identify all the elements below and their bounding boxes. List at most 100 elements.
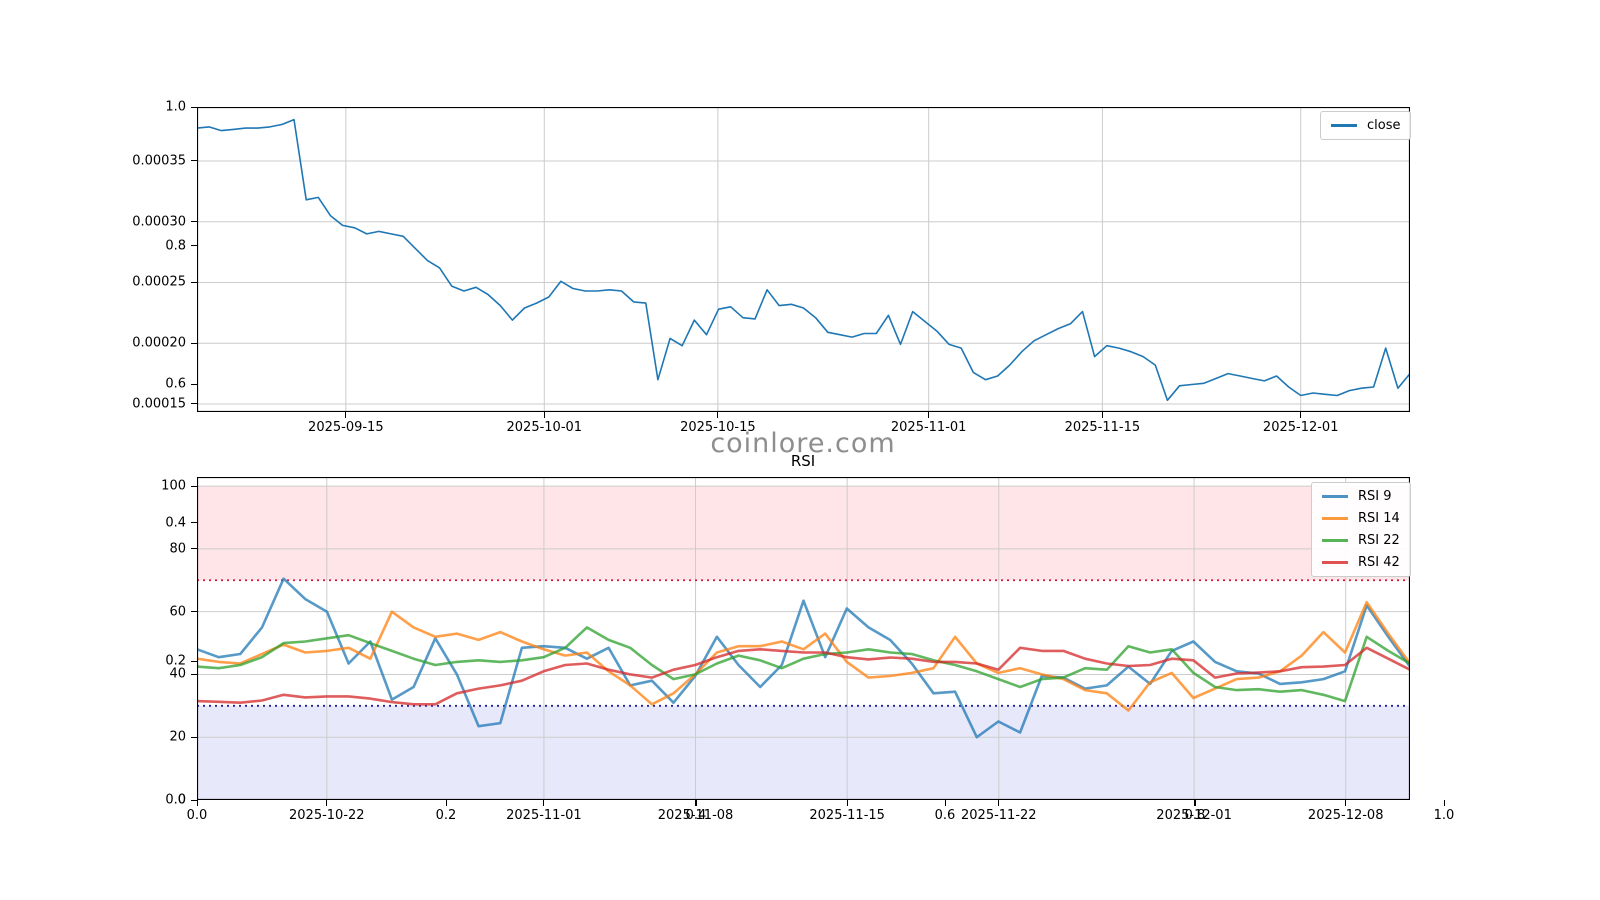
series-rsi-42: [197, 646, 1410, 706]
legend-line-swatch: [1322, 561, 1348, 564]
series-rsi-9: [197, 577, 1410, 739]
tick-mark: [191, 106, 197, 108]
tick-mark: [326, 800, 328, 806]
tick-mark: [998, 800, 1000, 806]
rsi-chart-title: RSI: [790, 452, 816, 470]
legend-entry: RSI 42: [1322, 555, 1400, 570]
price-x-tick-label: 2025-11-15: [1064, 420, 1141, 435]
rsi-x-tick-label: 2025-11-08: [657, 808, 734, 823]
tick-mark: [695, 800, 697, 806]
normalized-y-tick-label: 0.4: [165, 515, 186, 531]
normalized-x-tick-label: 0.8: [1184, 808, 1206, 823]
normalized-x-tick-label: 0.2: [435, 808, 457, 823]
tick-mark: [1443, 800, 1445, 806]
rsi-chart-plot-area: [197, 477, 1410, 800]
price-y-tick-label: 0.00025: [132, 274, 186, 290]
legend-entry: RSI 14: [1322, 511, 1400, 526]
price-chart-legend: close: [1320, 111, 1412, 140]
rsi-y-tick-label: 60: [169, 604, 186, 620]
watermark: coinlore.com: [710, 428, 896, 459]
tick-mark: [928, 412, 930, 418]
tick-mark: [1101, 412, 1103, 418]
legend-entry: RSI 9: [1322, 489, 1400, 504]
tick-mark: [543, 412, 545, 418]
tick-mark: [1345, 800, 1347, 806]
tick-mark: [191, 383, 197, 385]
legend-label: RSI 42: [1358, 555, 1400, 570]
normalized-x-tick-label: 0.4: [685, 808, 707, 823]
normalized-x-tick-label: 0.6: [934, 808, 956, 823]
price-x-tick-label: 2025-09-15: [308, 420, 384, 435]
tick-mark: [191, 673, 197, 675]
legend-label: RSI 22: [1358, 533, 1400, 548]
legend-entry: RSI 22: [1322, 533, 1400, 548]
tick-mark: [191, 403, 197, 405]
rsi-y-tick-label: 100: [161, 478, 186, 494]
tick-mark: [191, 245, 197, 247]
price-x-tick-label: 2025-10-01: [506, 420, 583, 435]
tick-mark: [191, 342, 197, 344]
price-x-tick-label: 2025-12-01: [1262, 420, 1339, 435]
rsi-x-tick-label: 2025-11-15: [809, 808, 885, 823]
oversold-band: [197, 705, 1410, 800]
tick-mark: [345, 412, 347, 418]
tick-mark: [191, 485, 197, 487]
normalized-y-tick-label: 0.6: [165, 376, 186, 392]
overbought-band: [197, 486, 1410, 581]
tick-mark: [846, 800, 848, 806]
tick-mark: [543, 800, 545, 806]
legend-line-swatch: [1322, 539, 1348, 542]
price-y-tick-label: 0.00035: [132, 153, 186, 169]
price-chart-plot-area: [197, 107, 1410, 412]
tick-mark: [191, 799, 197, 801]
price-x-tick-label: 2025-11-01: [890, 420, 967, 435]
legend-label: close: [1367, 118, 1401, 133]
series-rsi-22: [197, 626, 1410, 703]
price-y-tick-label: 0.00015: [132, 396, 186, 412]
tick-mark: [191, 660, 197, 662]
tick-mark: [191, 221, 197, 223]
rsi-y-tick-label: 80: [169, 541, 186, 557]
price-y-tick-label: 0.00030: [132, 214, 186, 230]
legend-line-swatch: [1331, 124, 1357, 127]
legend-label: RSI 9: [1358, 489, 1392, 504]
tick-mark: [191, 522, 197, 524]
close-price-svg: [197, 107, 1410, 412]
normalized-x-tick-label: 0.0: [186, 808, 208, 823]
tick-mark: [191, 736, 197, 738]
normalized-y-tick-label: 0.8: [165, 238, 186, 254]
rsi-y-tick-label: 40: [169, 666, 186, 682]
price-x-tick-label: 2025-10-15: [680, 420, 756, 435]
rsi-x-tick-label: 2025-11-22: [961, 808, 1037, 823]
tick-mark: [717, 412, 719, 418]
legend-entry: close: [1331, 118, 1400, 133]
normalized-y-tick-label: 0.2: [165, 653, 186, 669]
series-rsi-14: [197, 600, 1410, 712]
legend-line-swatch: [1322, 517, 1348, 520]
tick-mark: [1193, 800, 1195, 806]
rsi-chart-legend: RSI 9 RSI 14 RSI 22 RSI 42: [1311, 482, 1411, 577]
rsi-y-tick-label: 0: [177, 792, 186, 808]
tick-mark: [1194, 800, 1196, 806]
normalized-y-tick-label: 0.0: [165, 792, 186, 808]
series-close: [197, 118, 1410, 402]
rsi-x-tick-label: 2025-11-01: [506, 808, 582, 823]
tick-mark: [191, 611, 197, 613]
legend-line-swatch: [1322, 495, 1348, 498]
normalized-y-tick-label: 1.0: [165, 99, 186, 115]
tick-mark: [445, 800, 447, 806]
tick-mark: [196, 800, 198, 806]
tick-mark: [191, 160, 197, 162]
legend-label: RSI 14: [1358, 511, 1400, 526]
tick-mark: [1300, 412, 1302, 418]
rsi-x-tick-label: 2025-10-22: [289, 808, 365, 823]
price-y-tick-label: 0.00020: [132, 335, 186, 351]
tick-mark: [191, 548, 197, 550]
rsi-x-tick-label: 2025-12-08: [1307, 808, 1384, 823]
normalized-x-tick-label: 1.0: [1433, 808, 1455, 823]
tick-mark: [191, 281, 197, 283]
rsi-y-tick-label: 20: [169, 729, 186, 745]
rsi-indicator-svg: [197, 477, 1410, 800]
tick-mark: [944, 800, 946, 806]
